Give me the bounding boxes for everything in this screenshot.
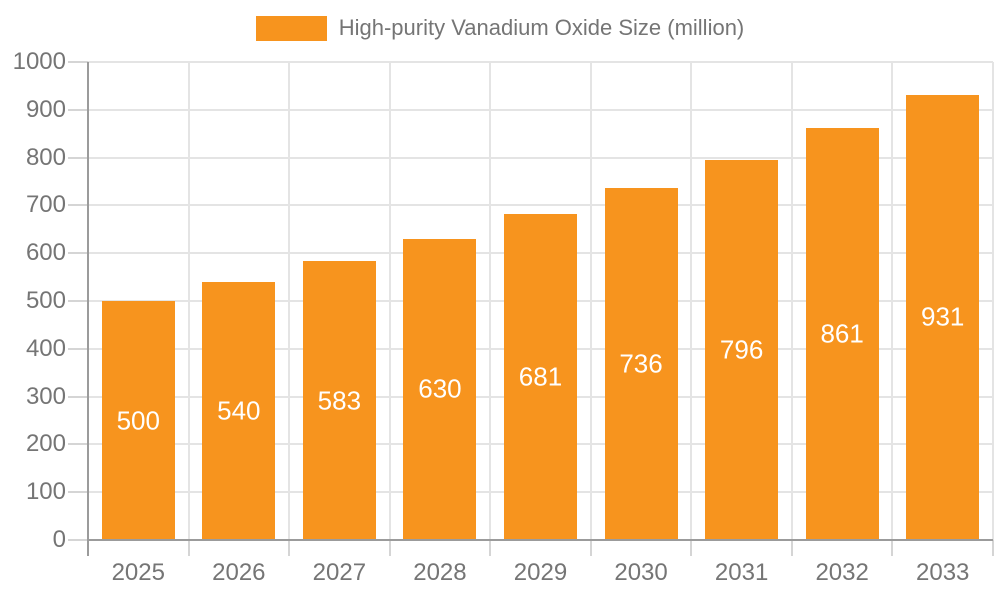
y-axis-tick [68, 443, 88, 446]
gridline-horizontal [88, 204, 993, 207]
x-axis-label: 2033 [916, 559, 970, 586]
gridline-vertical [790, 62, 793, 540]
bar-2028[interactable]: 630 [403, 238, 477, 540]
y-axis-tick [68, 395, 88, 398]
y-axis-label: 300 [25, 382, 66, 410]
bar-2027[interactable]: 583 [302, 261, 376, 540]
legend[interactable]: High-purity Vanadium Oxide Size (million… [0, 15, 1000, 41]
legend-label: High-purity Vanadium Oxide Size (million… [338, 15, 745, 40]
gridline-vertical [690, 62, 693, 540]
x-axis-tick [187, 540, 190, 556]
bar-2032[interactable]: 861 [805, 128, 879, 540]
bar-2031[interactable]: 796 [705, 159, 779, 540]
gridline-vertical [489, 62, 492, 540]
y-axis-tick [68, 300, 88, 302]
x-axis-tick [790, 540, 793, 556]
x-axis-tick [489, 540, 492, 556]
gridline-horizontal [88, 61, 993, 63]
legend-swatch [255, 15, 327, 41]
x-axis-label: 2026 [212, 559, 266, 586]
x-axis-label: 2025 [111, 559, 165, 586]
bar-value-label: 796 [719, 334, 764, 365]
bar-2025[interactable]: 500 [101, 301, 175, 540]
y-axis-line [87, 62, 89, 556]
y-axis-label: 500 [25, 287, 66, 314]
bar-value-label: 861 [820, 318, 864, 349]
x-axis-label: 2029 [513, 559, 568, 586]
y-axis-tick [68, 61, 88, 63]
gridline-vertical [388, 62, 391, 540]
gridline-vertical [589, 62, 592, 540]
bar-value-label: 630 [418, 373, 462, 404]
y-axis-label: 700 [25, 191, 66, 219]
x-axis-label: 2027 [312, 559, 367, 586]
y-axis-label: 0 [52, 526, 66, 553]
bar-2033[interactable]: 931 [906, 94, 980, 540]
bar-value-label: 931 [921, 301, 965, 332]
gridline-vertical [992, 62, 994, 540]
bar-value-label: 500 [116, 405, 160, 435]
x-axis-tick [288, 540, 291, 556]
x-axis-tick [992, 540, 994, 556]
gridline-horizontal [88, 108, 993, 111]
x-axis-tick [388, 540, 391, 556]
y-axis-tick [68, 347, 88, 350]
gridline-vertical [288, 62, 291, 540]
y-axis-label: 400 [25, 334, 66, 362]
x-axis-label: 2028 [413, 559, 467, 586]
gridline-vertical [891, 62, 894, 540]
y-axis-tick [68, 252, 88, 255]
bar-2030[interactable]: 736 [604, 188, 678, 540]
y-axis-tick [68, 108, 88, 111]
x-axis-label: 2032 [815, 559, 869, 586]
x-axis-tick [589, 540, 592, 556]
y-axis-label: 900 [25, 95, 66, 123]
bar-value-label: 583 [317, 385, 362, 416]
y-axis-label: 600 [25, 239, 66, 267]
gridline-vertical [187, 62, 190, 540]
y-axis-tick [68, 539, 88, 541]
x-axis-tick [891, 540, 894, 556]
x-axis-tick [690, 540, 693, 556]
bar-value-label: 736 [619, 348, 663, 379]
y-axis-tick [68, 156, 88, 159]
x-axis-label: 2031 [714, 559, 769, 586]
bar-2026[interactable]: 540 [202, 281, 276, 540]
x-axis-line [88, 539, 993, 541]
y-axis-label: 200 [25, 430, 66, 458]
y-axis-tick [68, 204, 88, 207]
y-axis-label: 1000 [12, 48, 66, 75]
bar-value-label: 681 [518, 361, 563, 392]
gridline-horizontal [88, 156, 993, 159]
y-axis-label: 100 [25, 478, 66, 506]
y-axis-tick [68, 491, 88, 494]
bar-2029[interactable]: 681 [504, 214, 577, 540]
x-axis-label: 2030 [614, 559, 668, 586]
bar-value-label: 540 [217, 395, 261, 426]
y-axis-label: 800 [25, 143, 66, 171]
